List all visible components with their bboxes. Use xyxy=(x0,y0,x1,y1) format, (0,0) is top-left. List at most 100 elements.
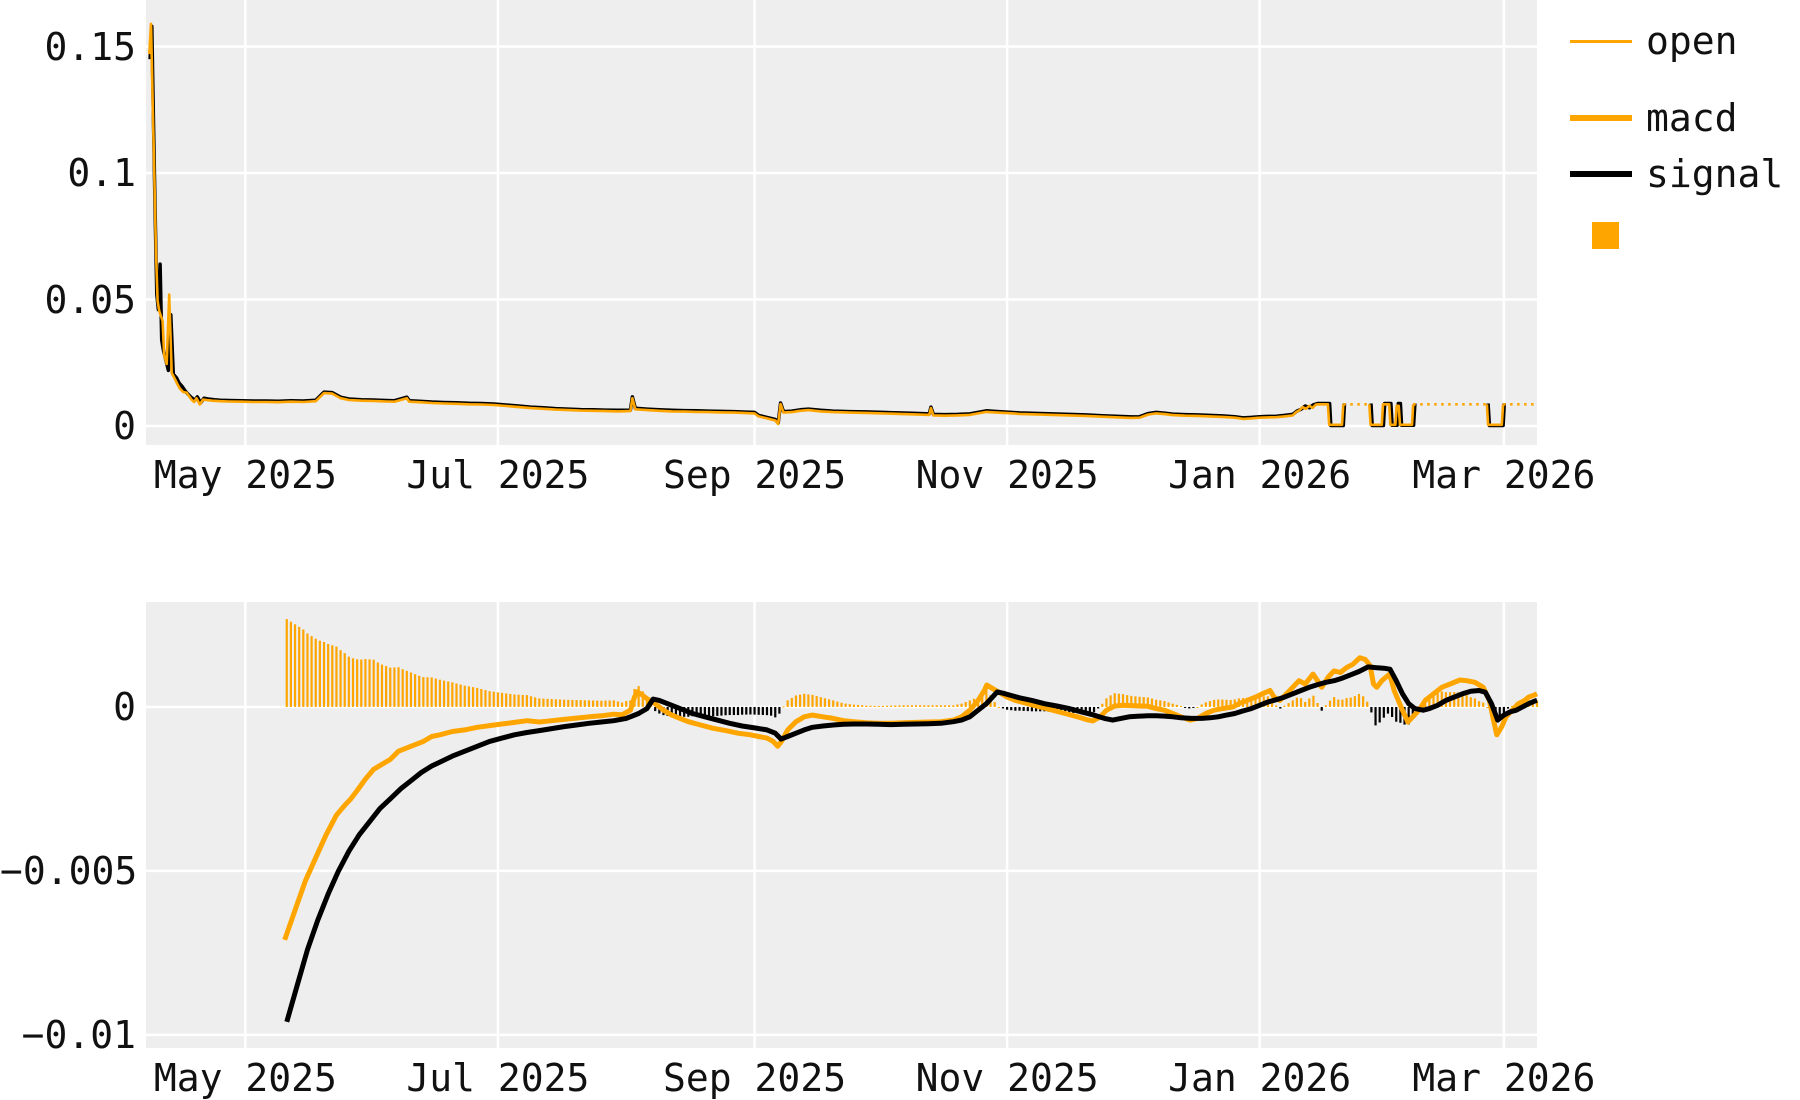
histogram-bar xyxy=(1428,695,1431,707)
histogram-bar xyxy=(939,705,942,707)
histogram-bar xyxy=(1204,702,1207,707)
histogram-bar xyxy=(1126,695,1129,707)
histogram-bar xyxy=(993,702,996,707)
histogram-bar xyxy=(625,701,628,707)
histogram-bar xyxy=(1155,699,1158,707)
histogram-bar xyxy=(1308,698,1311,707)
histogram-bar xyxy=(401,669,404,707)
histogram-bar xyxy=(285,619,288,707)
histogram-bar xyxy=(389,667,392,707)
histogram-bar xyxy=(819,697,822,707)
histogram-bar xyxy=(749,706,752,715)
histogram-bar xyxy=(327,643,330,707)
histogram-bar xyxy=(923,705,926,707)
histogram-bar xyxy=(724,706,727,716)
histogram-bar xyxy=(1171,703,1174,707)
histogram-bar xyxy=(476,687,479,707)
histogram-bar xyxy=(1395,706,1398,722)
histogram-bar xyxy=(1221,699,1224,707)
histogram-bar xyxy=(1105,698,1108,707)
histogram-bar xyxy=(1014,706,1017,711)
histogram-bar xyxy=(1250,697,1253,707)
price-panel-x-tick-label: Sep 2025 xyxy=(663,453,847,497)
histogram-bar xyxy=(480,689,483,707)
histogram-bar xyxy=(1337,699,1340,707)
histogram-bar xyxy=(1142,697,1145,707)
histogram-bar xyxy=(393,667,396,707)
histogram-bar xyxy=(567,699,570,707)
histogram-bar xyxy=(343,653,346,707)
histogram-bar xyxy=(894,705,897,707)
histogram-bar xyxy=(1034,706,1038,712)
macd-panel-x-tick-label: Mar 2026 xyxy=(1412,1056,1596,1100)
histogram-bar xyxy=(1097,706,1100,709)
histogram-bar xyxy=(1506,706,1510,709)
histogram-bar xyxy=(952,705,955,707)
histogram-bar xyxy=(997,706,1000,708)
histogram-bar xyxy=(794,695,798,707)
histogram-bar xyxy=(757,706,760,715)
histogram-bar xyxy=(856,704,860,707)
histogram-bar xyxy=(707,706,711,717)
histogram-bar xyxy=(405,670,408,707)
legend-item-macd: macd xyxy=(1570,95,1738,141)
histogram-bar xyxy=(906,705,909,707)
histogram-bar xyxy=(968,700,971,707)
histogram-bar xyxy=(1440,691,1443,707)
histogram-bar xyxy=(1461,693,1464,707)
histogram-bar xyxy=(823,698,827,707)
price-panel-background xyxy=(146,0,1537,445)
histogram-bar xyxy=(1163,701,1166,707)
histogram-bar xyxy=(699,706,702,717)
histogram-bar xyxy=(712,706,715,717)
legend-label-macd: macd xyxy=(1646,96,1738,140)
histogram-bar xyxy=(1411,706,1414,717)
histogram-bar xyxy=(848,704,851,707)
histogram-bar xyxy=(447,681,450,707)
histogram-bar xyxy=(318,640,321,707)
price-panel-x-tick-label: May 2025 xyxy=(153,453,337,497)
histogram-bar xyxy=(1391,706,1394,717)
histogram-bar xyxy=(558,699,562,707)
histogram-bar xyxy=(356,659,359,707)
histogram-bar xyxy=(351,658,355,707)
histogram-bar xyxy=(310,636,313,707)
histogram-bar xyxy=(413,674,417,707)
histogram-bar xyxy=(616,701,620,707)
histogram-bar xyxy=(890,705,893,707)
legend-item-histogram xyxy=(1570,222,1633,249)
histogram-bar xyxy=(1457,692,1460,707)
histogram-bar xyxy=(732,706,735,716)
price-panel-y-tick-label: 0.1 xyxy=(67,151,136,196)
histogram-bar xyxy=(289,621,292,707)
histogram-bar xyxy=(430,677,433,707)
histogram-bar xyxy=(811,694,814,707)
histogram-bar xyxy=(1175,704,1178,707)
histogram-bar xyxy=(770,706,773,716)
histogram-bar xyxy=(579,700,582,707)
histogram-bar xyxy=(877,705,880,707)
histogram-bar xyxy=(1188,706,1191,709)
macd-panel-background xyxy=(146,602,1537,1048)
histogram-bar xyxy=(1212,699,1216,707)
histogram-bar xyxy=(1477,701,1481,707)
histogram-bar xyxy=(1345,698,1348,707)
histogram-bar xyxy=(807,694,810,707)
histogram-bar xyxy=(604,700,607,707)
histogram-bar xyxy=(1291,700,1294,707)
histogram-bar xyxy=(1184,706,1187,708)
histogram-bar xyxy=(931,705,934,707)
histogram-bar xyxy=(1535,700,1539,707)
histogram-bar xyxy=(293,624,297,707)
histogram-bar xyxy=(376,662,379,707)
histogram-bar xyxy=(1030,706,1034,712)
histogram-bar xyxy=(1134,696,1137,707)
histogram-bar xyxy=(455,683,458,707)
histogram-bar xyxy=(484,690,487,707)
histogram-bar xyxy=(1436,692,1439,707)
histogram-bar xyxy=(1386,706,1390,714)
histogram-bar xyxy=(1328,700,1332,707)
histogram-bar xyxy=(1179,705,1183,707)
